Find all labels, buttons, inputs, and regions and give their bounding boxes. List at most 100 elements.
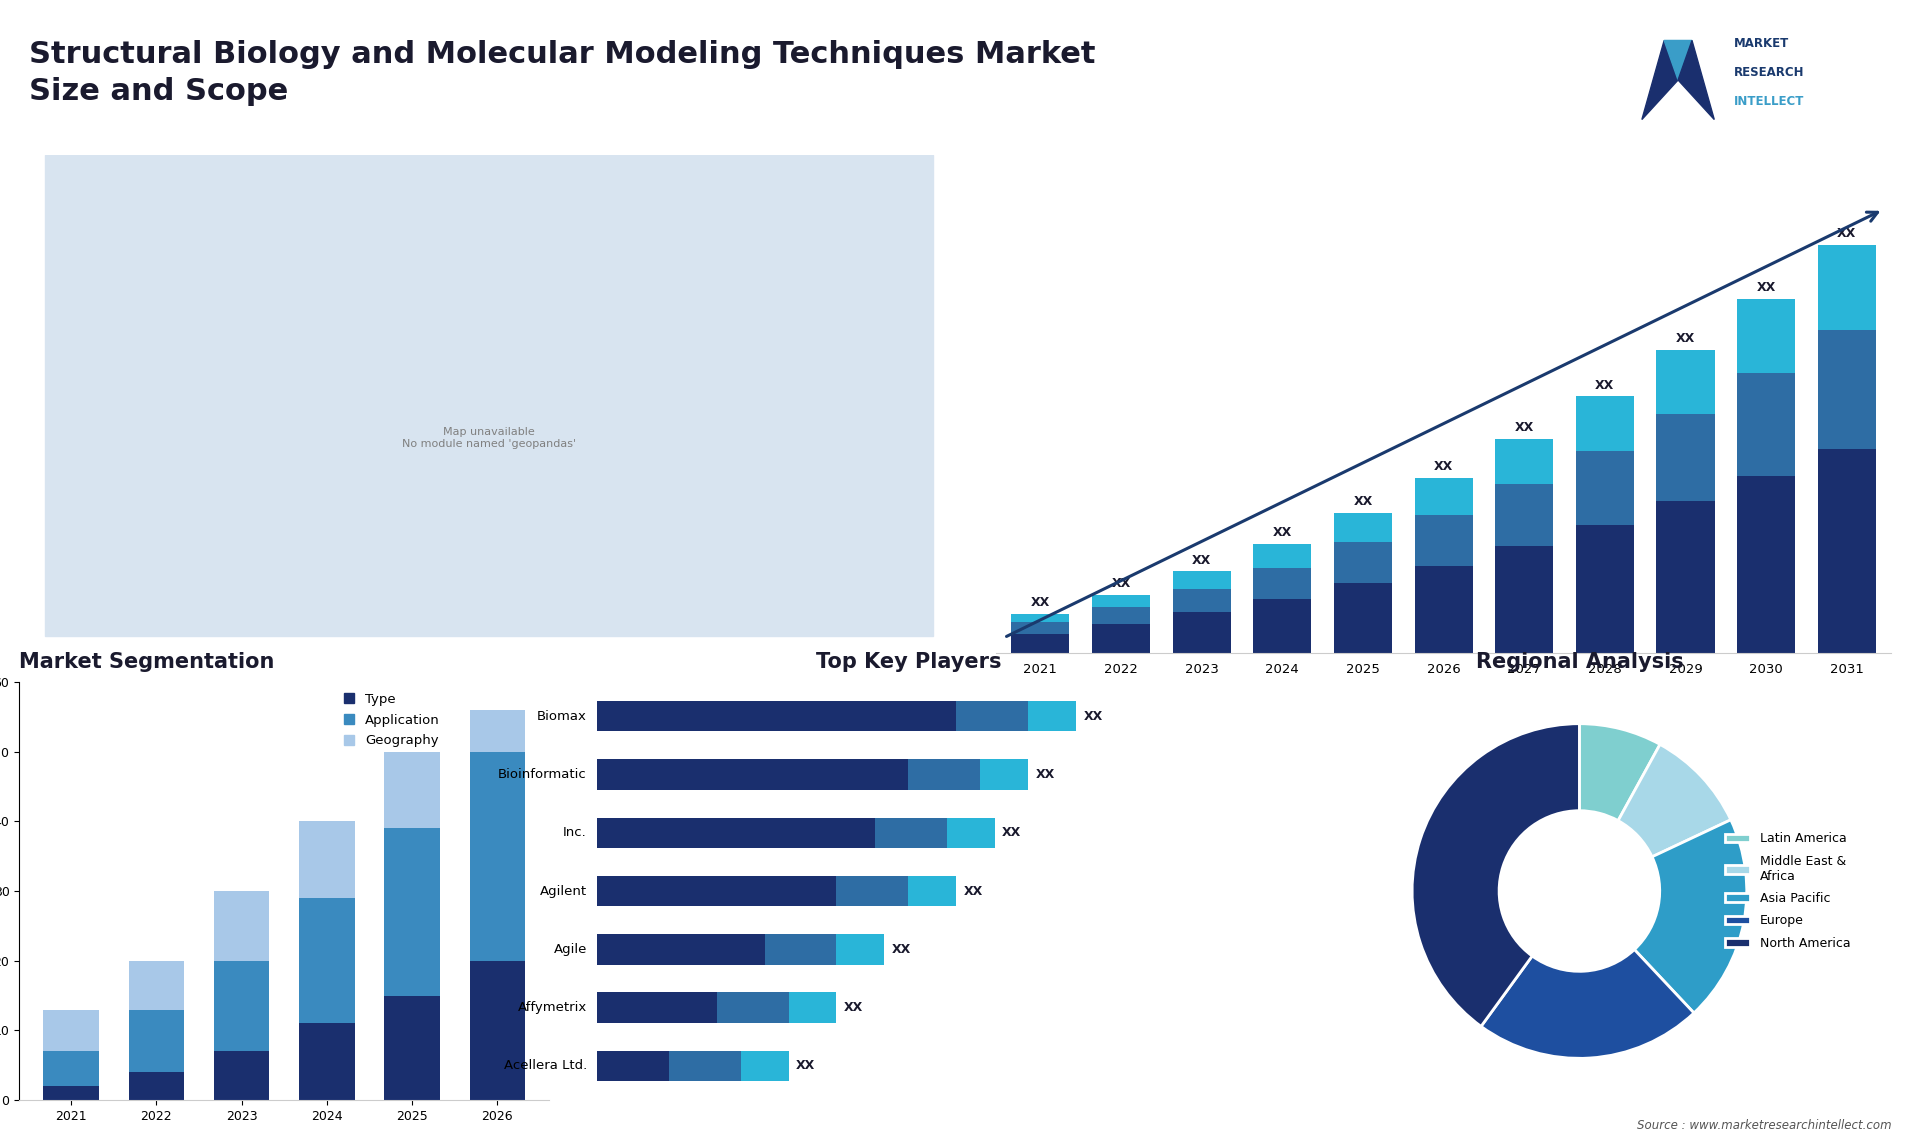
Bar	[981, 759, 1029, 790]
Bar	[470, 752, 526, 960]
Text: XX: XX	[1515, 422, 1534, 434]
Bar	[213, 892, 269, 960]
Bar	[1415, 566, 1473, 653]
Bar	[837, 876, 908, 906]
Bar	[716, 992, 789, 1023]
Text: XX: XX	[1083, 709, 1102, 722]
Text: Market Segmentation: Market Segmentation	[19, 652, 275, 672]
Bar	[1254, 567, 1311, 598]
Bar	[1818, 449, 1876, 653]
Bar	[1092, 595, 1150, 606]
Bar	[876, 817, 947, 848]
Text: XX: XX	[1112, 576, 1131, 590]
Bar	[947, 817, 995, 848]
Text: XX: XX	[795, 1060, 814, 1073]
Bar	[384, 752, 440, 829]
Bar	[300, 1023, 355, 1100]
Bar	[470, 709, 526, 752]
Bar	[1657, 350, 1715, 414]
Text: XX: XX	[1757, 281, 1776, 295]
Text: XX: XX	[1676, 332, 1695, 345]
Bar	[597, 817, 876, 848]
Bar	[789, 992, 837, 1023]
Bar	[1738, 299, 1795, 374]
Bar	[1415, 515, 1473, 566]
Bar	[597, 701, 956, 731]
Title: Regional Analysis: Regional Analysis	[1476, 652, 1684, 672]
Bar	[44, 1010, 98, 1051]
Text: XX: XX	[1434, 461, 1453, 473]
Bar	[1738, 476, 1795, 653]
Legend: Latin America, Middle East &
Africa, Asia Pacific, Europe, North America: Latin America, Middle East & Africa, Asi…	[1720, 827, 1855, 955]
Bar	[129, 1073, 184, 1100]
Bar	[1818, 244, 1876, 330]
Text: XX: XX	[1273, 526, 1292, 540]
Bar	[1012, 634, 1069, 653]
Bar	[384, 829, 440, 996]
Text: XX: XX	[1837, 227, 1857, 240]
Bar	[213, 960, 269, 1051]
Bar	[764, 934, 837, 965]
Bar	[597, 992, 716, 1023]
Wedge shape	[1634, 819, 1747, 1013]
Polygon shape	[1678, 40, 1715, 119]
Bar	[300, 898, 355, 1023]
Bar	[129, 960, 184, 1010]
Text: XX: XX	[1596, 378, 1615, 392]
Text: XX: XX	[843, 1002, 862, 1014]
Bar	[1576, 397, 1634, 450]
Bar	[837, 934, 885, 965]
Text: MARKET: MARKET	[1734, 37, 1789, 49]
Wedge shape	[1580, 724, 1661, 821]
Bar	[908, 876, 956, 906]
Text: XX: XX	[964, 885, 983, 897]
Bar	[1576, 450, 1634, 525]
Text: Map unavailable
No module named 'geopandas': Map unavailable No module named 'geopand…	[401, 427, 576, 449]
Text: Source : www.marketresearchintellect.com: Source : www.marketresearchintellect.com	[1636, 1120, 1891, 1132]
Text: XX: XX	[891, 943, 910, 956]
Bar	[1029, 701, 1077, 731]
Bar	[44, 1086, 98, 1100]
Bar	[1496, 439, 1553, 484]
Bar	[1173, 572, 1231, 589]
Bar	[129, 1010, 184, 1073]
Text: XX: XX	[1002, 826, 1021, 839]
Bar	[470, 960, 526, 1100]
Bar	[956, 701, 1029, 731]
Bar	[1738, 374, 1795, 476]
Bar	[597, 876, 837, 906]
Text: Structural Biology and Molecular Modeling Techniques Market
Size and Scope: Structural Biology and Molecular Modelin…	[29, 40, 1094, 107]
Bar	[1254, 598, 1311, 653]
Bar	[668, 1051, 741, 1081]
Bar	[1254, 544, 1311, 567]
Bar	[1012, 614, 1069, 622]
Bar	[1092, 606, 1150, 625]
Bar	[908, 759, 981, 790]
Title: Top Key Players: Top Key Players	[816, 652, 1000, 672]
Bar	[741, 1051, 789, 1081]
Wedge shape	[1411, 724, 1580, 1027]
Bar	[213, 1051, 269, 1100]
Text: XX: XX	[1354, 495, 1373, 509]
Bar	[1334, 542, 1392, 583]
Bar	[1657, 502, 1715, 653]
Legend: Type, Application, Geography: Type, Application, Geography	[344, 692, 440, 747]
Bar	[1173, 589, 1231, 612]
Bar	[597, 1051, 668, 1081]
Wedge shape	[1480, 950, 1693, 1058]
Bar	[1012, 622, 1069, 634]
Bar	[597, 759, 908, 790]
Bar	[1496, 547, 1553, 653]
Bar	[1092, 625, 1150, 653]
Bar	[1496, 484, 1553, 547]
Bar	[384, 996, 440, 1100]
Polygon shape	[1642, 40, 1678, 119]
Text: XX: XX	[1031, 596, 1050, 610]
Bar	[300, 822, 355, 898]
Bar	[1657, 414, 1715, 502]
Bar	[1415, 478, 1473, 515]
Bar	[1334, 513, 1392, 542]
Bar	[1576, 525, 1634, 653]
Text: RESEARCH: RESEARCH	[1734, 65, 1805, 79]
Text: INTELLECT: INTELLECT	[1734, 95, 1805, 108]
